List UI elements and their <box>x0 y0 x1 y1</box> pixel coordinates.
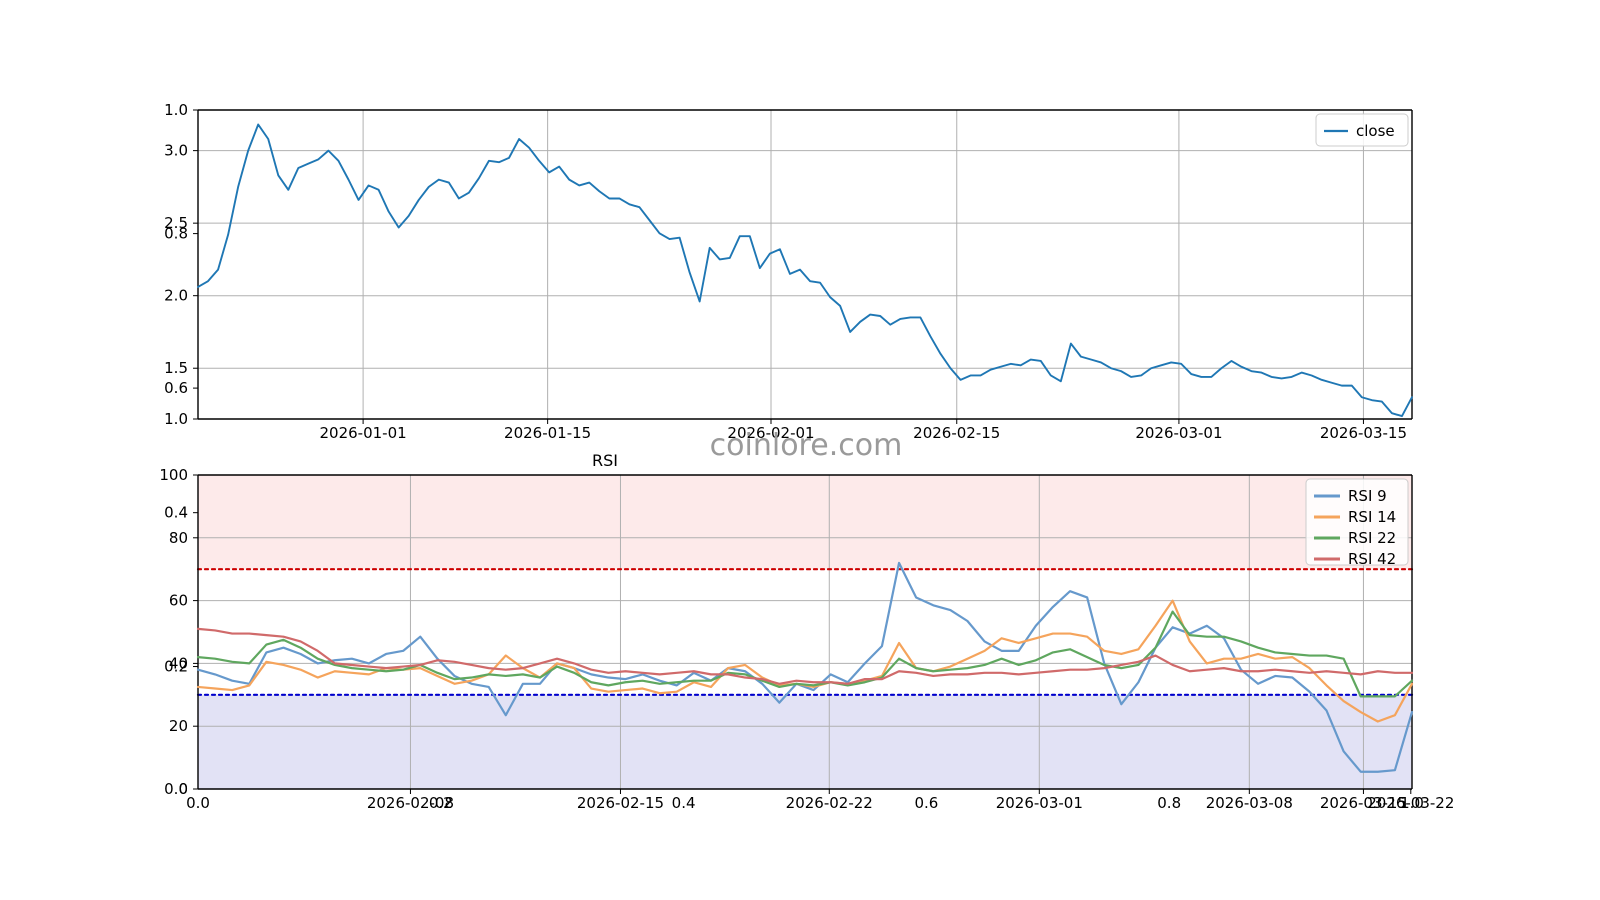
price-overlay-y-tick-label: 1.0 <box>164 410 188 428</box>
price-line-close <box>197 123 1413 418</box>
price-x-tick-label: 2026-01-15 <box>504 424 591 442</box>
price-legend-box <box>1315 113 1409 147</box>
rsi-overlay-x-tick-label: 0.6 <box>914 794 938 812</box>
rsi-legend-box <box>1305 478 1409 566</box>
price-x-tick-label: 2026-03-15 <box>1320 424 1407 442</box>
rsi-line-rsi-9 <box>196 561 1414 773</box>
rsi-legend-label[interactable]: RSI 9 <box>1348 487 1387 505</box>
price-x-tick-label: 2026-02-01 <box>727 424 814 442</box>
rsi-line-rsi-22 <box>196 610 1414 698</box>
rsi-x-tick-label: 2026-03-08 <box>1206 794 1293 812</box>
rsi-x-tick-label: 2026-02-08 <box>367 794 454 812</box>
rsi-x-tick-label: 2026-03-01 <box>996 794 1083 812</box>
rsi-overlay-x-tick-label: 0.4 <box>672 794 696 812</box>
rsi-line-rsi-42 <box>196 627 1414 685</box>
rsi-overlay-y-tick-label: 0.2 <box>164 658 188 676</box>
rsi-x-tick-label: 2026-02-15 <box>577 794 664 812</box>
rsi-panel-title: RSI <box>592 451 618 470</box>
price-x-tick-label: 2026-02-15 <box>913 424 1000 442</box>
watermark-text: coinlore.com <box>710 428 903 463</box>
rsi-y-tick-label: 80 <box>169 529 188 547</box>
rsi-overlay-x-tick-label: 0.8 <box>1157 794 1181 812</box>
price-legend-label[interactable]: close <box>1356 122 1395 140</box>
rsi-y-tick-label: 60 <box>169 592 188 610</box>
rsi-legend-label[interactable]: RSI 14 <box>1348 508 1396 526</box>
price-y-tick-label: 1.5 <box>164 359 188 377</box>
price-chart-panel: 3.0 2.5 2.0 1.5 1.0 0.8 0.6 1.0 2026-01-01 2026-0… <box>164 101 1413 442</box>
rsi-overlay-y-tick-label: 0.0 <box>164 780 188 798</box>
price-y-tick-label: 2.0 <box>164 287 188 305</box>
price-overlay-y-tick-label: 1.0 <box>164 101 188 119</box>
rsi-overlay-x-tick-label: 1.0 <box>1400 794 1424 812</box>
price-y-tick-label: 2.5 <box>164 214 188 232</box>
price-x-tick-label: 2026-01-01 <box>320 424 407 442</box>
rsi-x-tick-label: 2026-03-15 <box>1320 794 1407 812</box>
rsi-overlay-x-tick-label: 0.2 <box>429 794 453 812</box>
rsi-legend-label[interactable]: RSI 42 <box>1348 550 1396 568</box>
price-x-tick-label: 2026-03-01 <box>1135 424 1222 442</box>
rsi-chart-panel: 100 80 60 40 20 0 0.4 0.2 0.0 2026-02-08 2026-02-1… <box>159 451 1454 812</box>
rsi-y-tick-label: 0 <box>178 780 188 798</box>
rsi-x-tick-label: 2026-02-22 <box>786 794 873 812</box>
rsi-y-tick-label: 20 <box>169 717 188 735</box>
rsi-x-tick-label: 2026-03-22 <box>1367 794 1454 812</box>
rsi-legend-label[interactable]: RSI 22 <box>1348 529 1396 547</box>
price-y-tick-label: 3.0 <box>164 142 188 160</box>
rsi-overbought-band <box>198 475 1412 570</box>
rsi-oversold-band <box>198 694 1412 789</box>
rsi-y-tick-label: 40 <box>169 654 188 672</box>
rsi-overlay-x-tick-label: 0.0 <box>186 794 210 812</box>
price-overlay-y-tick-label: 0.8 <box>164 225 188 243</box>
price-overlay-y-tick-label: 0.6 <box>164 379 188 397</box>
rsi-overlay-y-tick-label: 0.4 <box>164 504 188 522</box>
price-plot-background <box>198 110 1412 419</box>
rsi-y-tick-label: 100 <box>159 466 188 484</box>
